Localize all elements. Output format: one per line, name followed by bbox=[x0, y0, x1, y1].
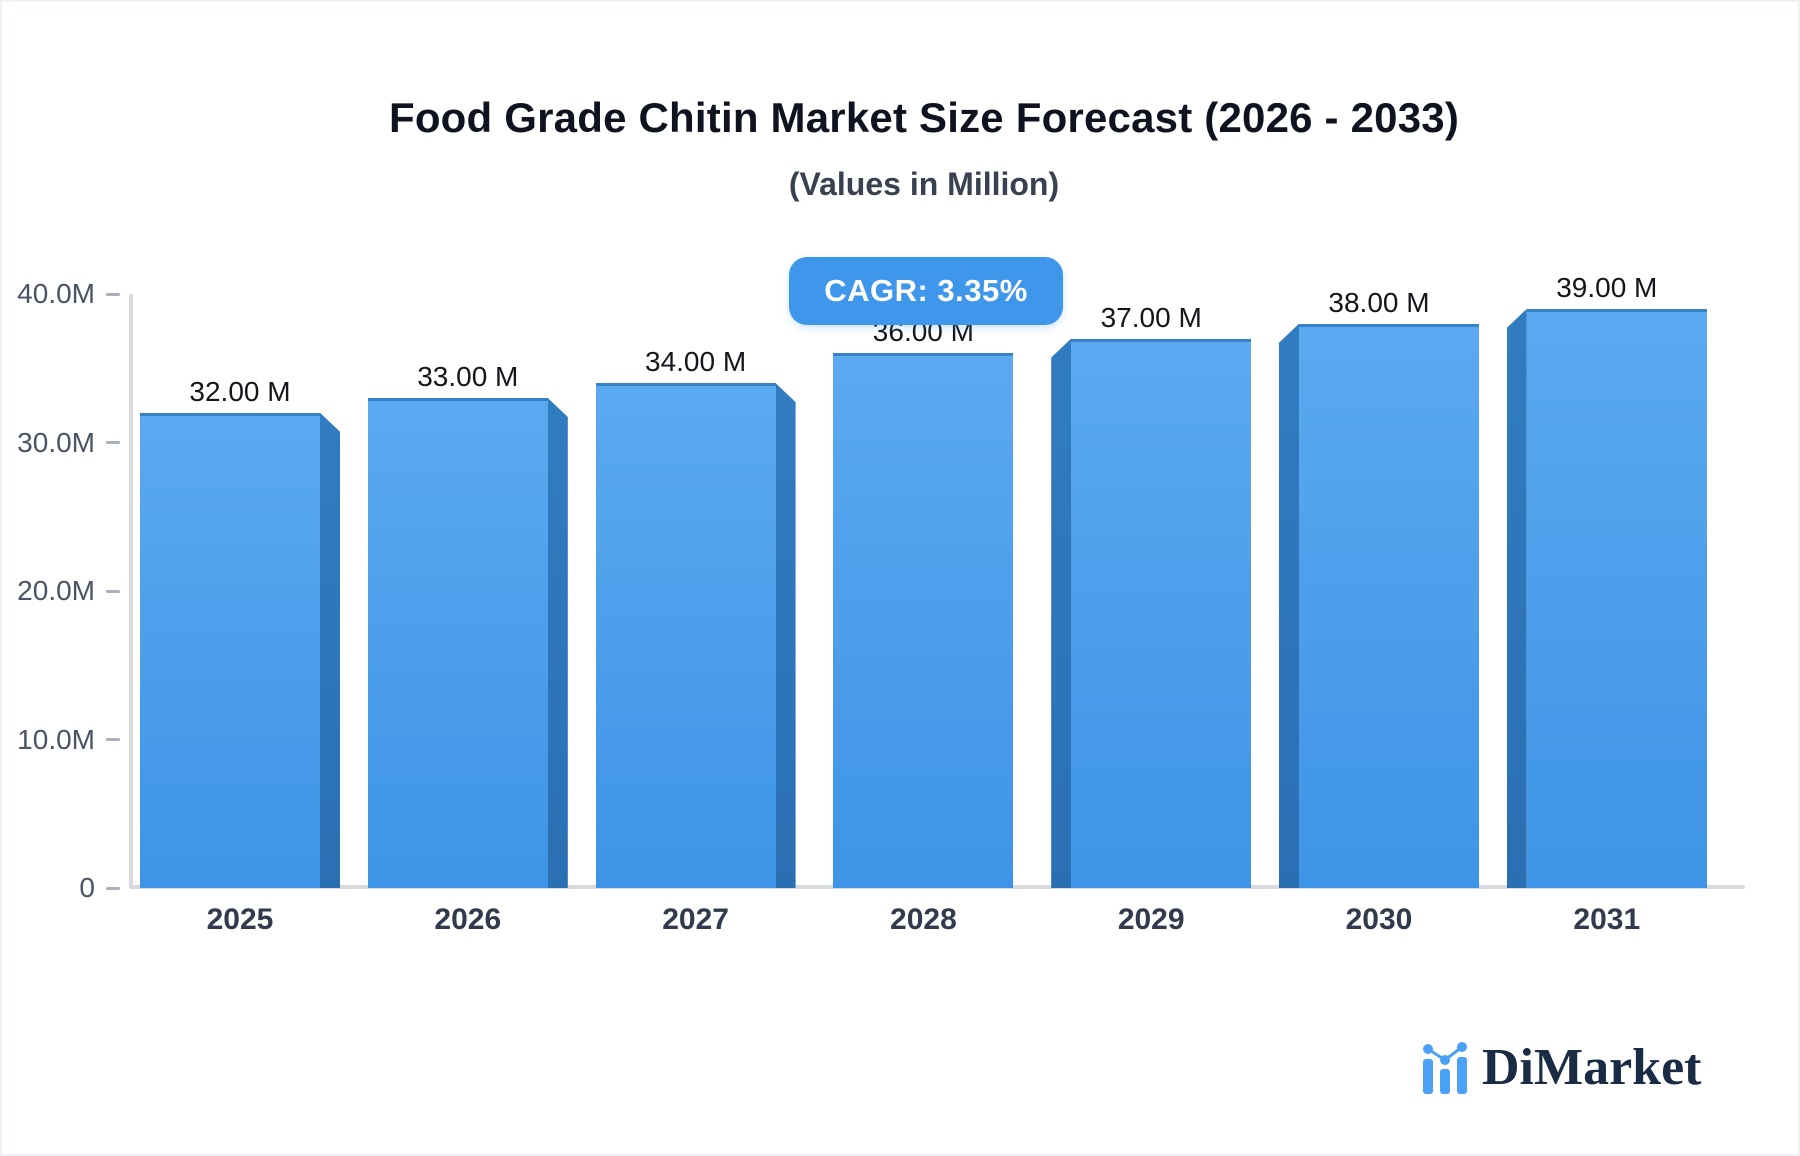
bar-2027[interactable] bbox=[595, 383, 776, 888]
brand-logo[interactable]: DiMarket bbox=[1422, 1042, 1701, 1094]
x-tick-label-2027: 2027 bbox=[662, 903, 729, 936]
y-tick-mark bbox=[106, 738, 120, 741]
y-tick-label: 30.0M bbox=[17, 426, 95, 458]
bar-side-2027 bbox=[775, 383, 796, 888]
y-tick-mark bbox=[106, 589, 120, 593]
brand-name: DiMarket bbox=[1482, 1039, 1702, 1096]
bar-value-label-2026: 33.00 M bbox=[417, 360, 519, 392]
bar-value-label-2031: 39.00 M bbox=[1556, 271, 1658, 303]
bar-value-label-2025: 32.00 M bbox=[189, 375, 291, 407]
bar-value-label-2029: 37.00 M bbox=[1100, 301, 1202, 333]
bar-2029[interactable] bbox=[1071, 338, 1252, 888]
y-tick-mark bbox=[106, 292, 120, 296]
y-axis-line bbox=[129, 294, 133, 888]
bar-side-2031 bbox=[1506, 308, 1527, 888]
y-tick-label: 20.0M bbox=[17, 575, 95, 606]
bar-2031[interactable] bbox=[1526, 308, 1707, 888]
x-tick-label-2025: 2025 bbox=[206, 903, 274, 936]
x-tick-label-2028: 2028 bbox=[890, 903, 957, 936]
chart-title: Food Grade Chitin Market Size Forecast (… bbox=[388, 94, 1460, 141]
bar-side-2026 bbox=[547, 397, 568, 888]
y-tick-label: 40.0M bbox=[17, 278, 95, 309]
chart-subtitle: (Values in Million) bbox=[788, 166, 1060, 202]
bar-2026[interactable] bbox=[367, 397, 548, 888]
x-tick-label-2030: 2030 bbox=[1345, 903, 1413, 936]
bar-2028[interactable] bbox=[833, 353, 1014, 888]
bar-value-label-2027: 34.00 M bbox=[645, 346, 747, 378]
bar-2030[interactable] bbox=[1299, 323, 1479, 888]
bar-side-2030 bbox=[1279, 323, 1299, 888]
cagr-badge: CAGR: 3.35% bbox=[789, 257, 1063, 325]
x-tick-label-2029: 2029 bbox=[1117, 903, 1185, 936]
cagr-badge-label: CAGR: 3.35% bbox=[824, 273, 1028, 308]
y-tick-mark bbox=[106, 441, 120, 444]
y-tick-mark bbox=[106, 886, 120, 890]
bar-line-chart-icon bbox=[1423, 1042, 1467, 1094]
bar-value-label-2030: 38.00 M bbox=[1328, 286, 1430, 318]
x-tick-label-2026: 2026 bbox=[434, 903, 502, 936]
bar-side-2029 bbox=[1051, 338, 1072, 888]
y-tick-label: 10.0M bbox=[17, 723, 95, 755]
bar-2025[interactable] bbox=[140, 412, 320, 888]
bar-side-2025 bbox=[320, 412, 340, 888]
y-tick-label: 0 bbox=[79, 872, 95, 903]
x-tick-label-2031: 2031 bbox=[1573, 903, 1641, 936]
